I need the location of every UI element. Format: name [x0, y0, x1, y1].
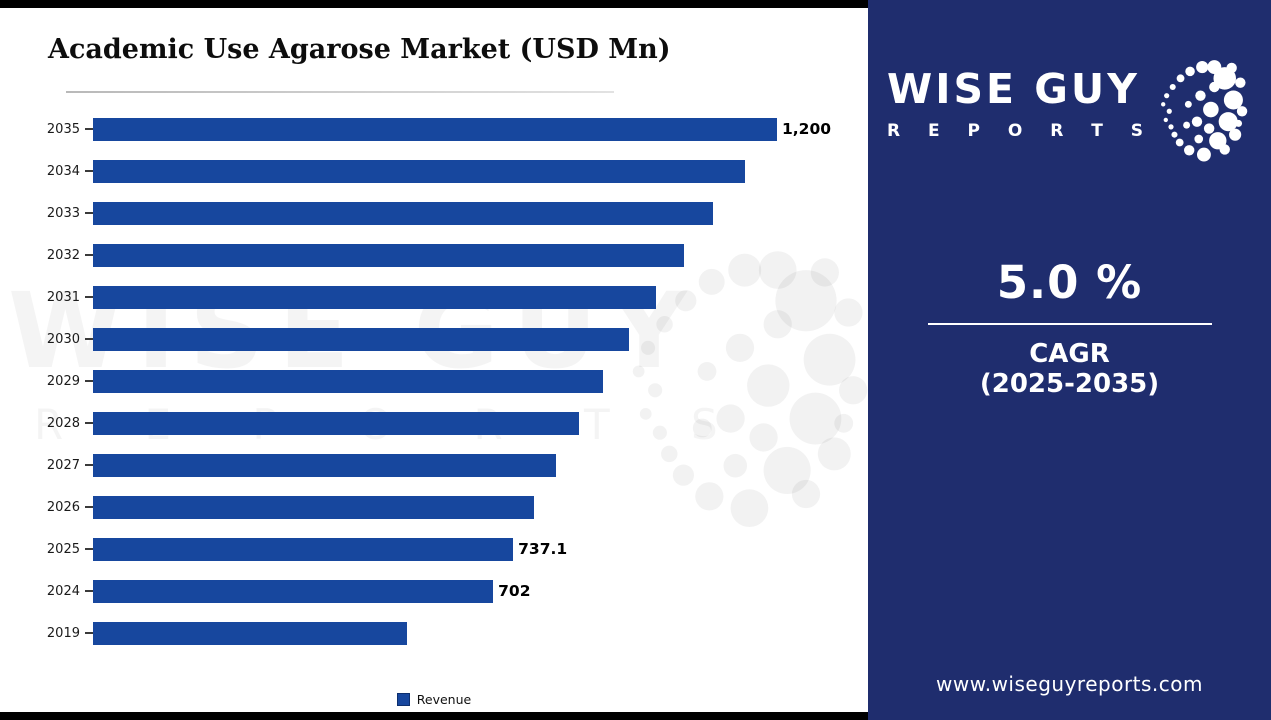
axis-tick: [85, 422, 93, 424]
revenue-bar: [93, 411, 580, 435]
axis-tick: [85, 212, 93, 214]
y-axis-tick-label: 2029: [46, 373, 80, 389]
y-axis-tick-label: 2025: [46, 541, 80, 557]
bar-track: [93, 495, 834, 519]
axis-tick: [85, 296, 93, 298]
revenue-bar: [93, 243, 684, 267]
bottom-black-strip: [0, 712, 868, 720]
bar-row: 2029: [34, 360, 834, 402]
logo-text: WISE GUY R E P O R T S: [886, 65, 1155, 142]
bar-track: 1,200: [93, 117, 834, 141]
bar-track: [93, 621, 834, 645]
bar-track: [93, 243, 834, 267]
bar-track: [93, 159, 834, 183]
chart-area: WISE GUY R E P O R T S Academic Use Agar…: [0, 34, 868, 707]
revenue-bar: [93, 495, 535, 519]
revenue-bar: [93, 327, 629, 351]
axis-tick: [85, 338, 93, 340]
y-axis-tick-label: 2026: [46, 499, 80, 515]
legend: Revenue: [0, 692, 868, 707]
y-axis-tick-label: 2032: [46, 247, 80, 263]
cagr-divider: [927, 323, 1212, 325]
revenue-bar: [93, 579, 494, 603]
y-axis-tick-label: 2019: [46, 625, 80, 641]
top-black-strip: [0, 0, 868, 8]
y-axis-tick-label: 2034: [46, 163, 80, 179]
bar-value-label: 737.1: [518, 540, 568, 558]
title-underline: [66, 91, 614, 93]
bar-row: 2031: [34, 276, 834, 318]
axis-tick: [85, 506, 93, 508]
axis-tick: [85, 170, 93, 172]
bar-track: [93, 453, 834, 477]
axis-tick: [85, 632, 93, 634]
axis-tick: [85, 128, 93, 130]
revenue-bar: [93, 453, 556, 477]
axis-tick: [85, 590, 93, 592]
cagr-label-line2: (2025-2035): [979, 368, 1160, 399]
bar-row: 2028: [34, 402, 834, 444]
y-axis-tick-label: 2031: [46, 289, 80, 305]
revenue-bar: [93, 537, 514, 561]
bar-track: 702: [93, 579, 834, 603]
revenue-bar: [93, 159, 745, 183]
website-url: www.wiseguyreports.com: [935, 672, 1203, 696]
bar-row: 2033: [34, 192, 834, 234]
logo-reports: R E P O R T S: [886, 121, 1155, 142]
wise-guy-reports-logo: WISE GUY R E P O R T S: [887, 52, 1252, 174]
cagr-label: CAGR (2025-2035): [868, 339, 1271, 400]
axis-tick: [85, 380, 93, 382]
axis-tick: [85, 464, 93, 466]
logo-head-icon: [1160, 60, 1247, 162]
plot-rows: 2035 1,200 2034 2033 2032 2031 2030 2029 2028 202…: [34, 108, 834, 654]
logo-wise-guy: WISE GUY: [886, 65, 1140, 113]
bar-value-label: 1,200: [782, 120, 832, 138]
bar-row: 2026: [34, 486, 834, 528]
brand-panel: WISE GUY R E P O R T S: [868, 0, 1271, 720]
chart-title: Academic Use Agarose Market (USD Mn): [48, 34, 671, 65]
cagr-value: 5.0 %: [996, 256, 1143, 309]
bar-track: [93, 285, 834, 309]
axis-tick: [85, 254, 93, 256]
bar-track: [93, 369, 834, 393]
bar-track: [93, 411, 834, 435]
revenue-bar: [93, 201, 714, 225]
revenue-bar: [93, 285, 656, 309]
bar-row: 2035 1,200: [34, 108, 834, 150]
bar-track: 737.1: [93, 537, 834, 561]
bar-track: [93, 201, 834, 225]
y-axis-tick-label: 2030: [46, 331, 80, 347]
bar-row: 2027: [34, 444, 834, 486]
y-axis-tick-label: 2035: [46, 121, 80, 137]
revenue-bar: [93, 369, 604, 393]
cagr-label-line1: CAGR: [1029, 339, 1110, 369]
y-axis-tick-label: 2024: [46, 583, 80, 599]
bar-row: 2019: [34, 612, 834, 654]
bar-row: 2025 737.1: [34, 528, 834, 570]
bar-track: [93, 327, 834, 351]
y-axis-tick-label: 2027: [46, 457, 80, 473]
legend-label: Revenue: [416, 692, 472, 707]
y-axis-tick-label: 2028: [46, 415, 80, 431]
legend-swatch: [396, 693, 410, 706]
bar-row: 2034: [34, 150, 834, 192]
bar-value-label: 702: [498, 582, 531, 600]
revenue-bar: [93, 621, 407, 645]
revenue-bar: [93, 117, 777, 141]
bar-row: 2032: [34, 234, 834, 276]
axis-tick: [85, 548, 93, 550]
y-axis-tick-label: 2033: [46, 205, 80, 221]
bar-row: 2030: [34, 318, 834, 360]
bar-row: 2024 702: [34, 570, 834, 612]
